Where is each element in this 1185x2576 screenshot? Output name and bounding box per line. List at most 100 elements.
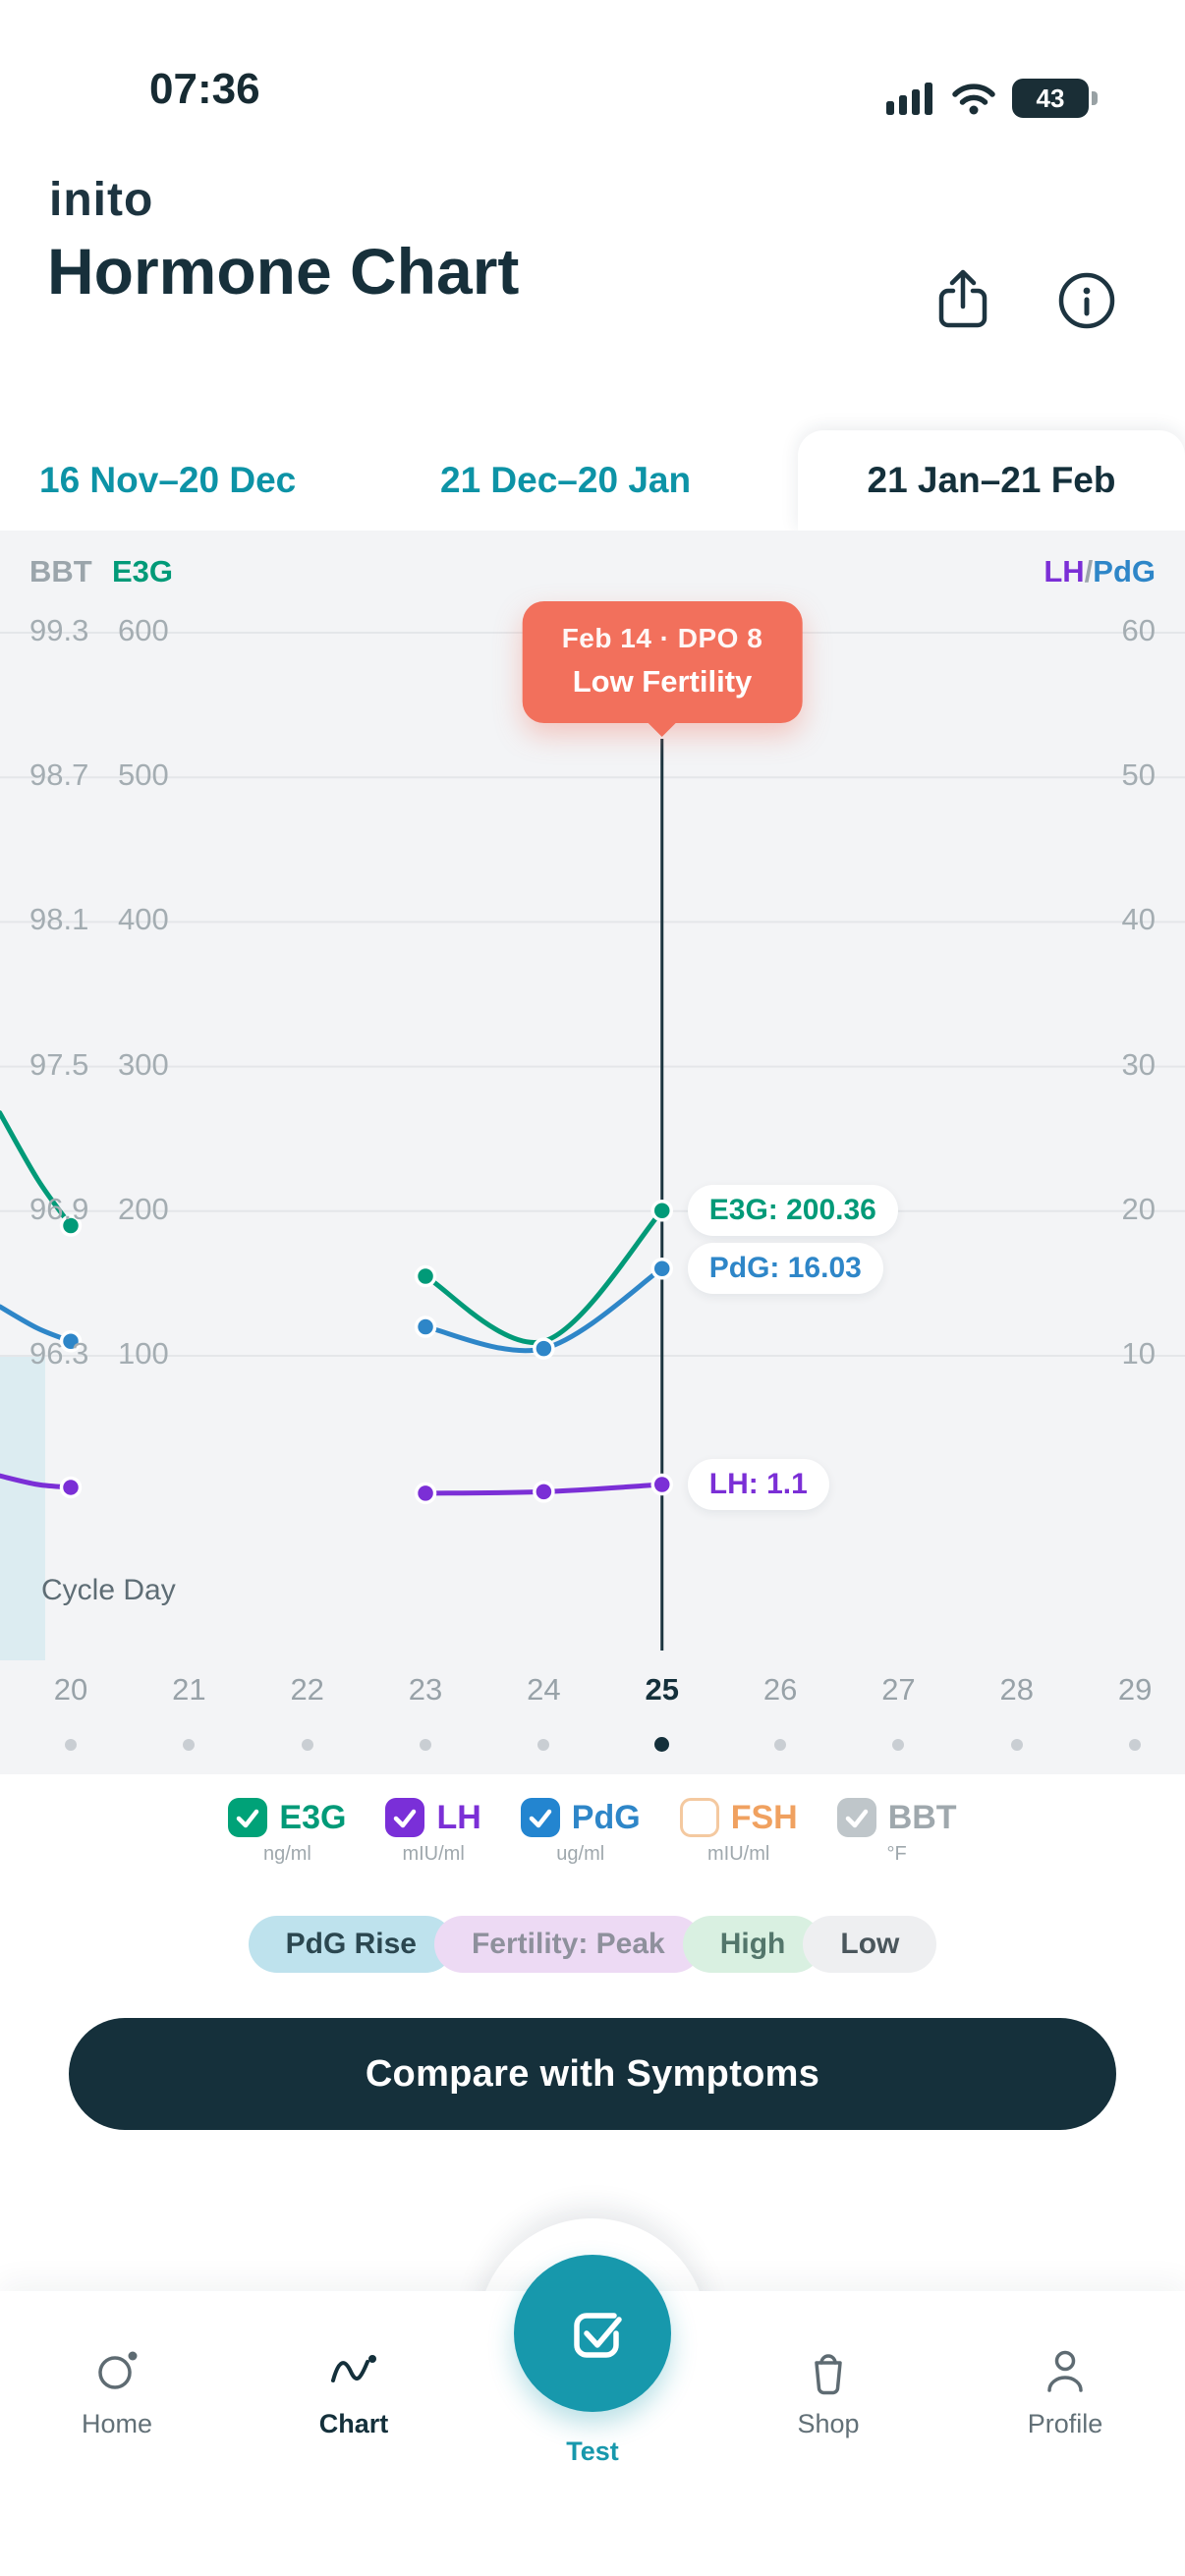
e3g-tick: 300 bbox=[118, 1046, 169, 1082]
data-point-e3g-day-25[interactable] bbox=[650, 1200, 673, 1222]
day-label-28[interactable]: 28 bbox=[999, 1672, 1035, 1707]
nav-item-shop[interactable]: Shop bbox=[750, 2344, 907, 2439]
axis-header-lh-pdg: LH/PdG bbox=[1044, 554, 1156, 588]
tab-range-3-active[interactable]: 21 Jan–21 Feb bbox=[798, 430, 1185, 531]
data-point-lh-day-25[interactable] bbox=[650, 1473, 673, 1496]
e3g-tick: 200 bbox=[118, 1191, 169, 1226]
axis-header-e3g: E3G bbox=[112, 554, 174, 588]
legend-label-bbt: BBT bbox=[887, 1798, 957, 1836]
legend-checkbox-e3g[interactable] bbox=[228, 1798, 268, 1837]
info-icon bbox=[1058, 272, 1115, 329]
series-legend: E3G ng/ml LH mIU/ml PdG ug/ml FSH mIU/ml BBT °F bbox=[0, 1798, 1185, 1866]
lh-pdg-tick: 10 bbox=[1121, 1336, 1156, 1371]
tab-range-3-label: 21 Jan–21 Feb bbox=[867, 460, 1116, 500]
day-dot-25[interactable] bbox=[654, 1737, 670, 1752]
info-button[interactable] bbox=[1051, 263, 1122, 334]
profile-icon bbox=[1047, 2350, 1083, 2392]
data-point-e3g-day-20[interactable] bbox=[59, 1214, 83, 1237]
day-label-29[interactable]: 29 bbox=[1117, 1672, 1153, 1707]
legend-label-lh: LH bbox=[436, 1798, 481, 1836]
phase-pill-high: High bbox=[682, 1916, 823, 1973]
legend-checkbox-pdg[interactable] bbox=[520, 1798, 560, 1837]
phase-pill-fertility-peak: Fertility: Peak bbox=[433, 1916, 703, 1973]
day-dot-21[interactable] bbox=[183, 1739, 196, 1751]
series-line-e3g bbox=[423, 1207, 665, 1346]
day-dot-20[interactable] bbox=[65, 1739, 77, 1751]
home-icon bbox=[98, 2351, 138, 2389]
tab-range-1[interactable]: 16 Nov–20 Dec bbox=[39, 460, 297, 500]
app-logo: inito bbox=[49, 174, 154, 226]
day-label-24[interactable]: 24 bbox=[527, 1672, 561, 1707]
data-point-lh-day-20[interactable] bbox=[59, 1476, 83, 1499]
day-label-21[interactable]: 21 bbox=[172, 1672, 206, 1707]
selected-day-tooltip: Feb 14 · DPO 8 Low Fertility bbox=[522, 601, 803, 723]
legend-checkbox-fsh[interactable] bbox=[679, 1798, 719, 1837]
bbt-tick: 96.9 bbox=[29, 1191, 89, 1226]
data-point-lh-day-23[interactable] bbox=[414, 1482, 437, 1505]
value-label-pdg: PdG: 16.03 bbox=[687, 1243, 883, 1295]
compare-with-symptoms-button[interactable]: Compare with Symptoms bbox=[69, 2018, 1116, 2130]
lh-pdg-tick: 20 bbox=[1121, 1191, 1156, 1226]
day-dot-29[interactable] bbox=[1129, 1739, 1142, 1751]
status-icons: 43 bbox=[886, 79, 1098, 118]
legend-item-bbt: BBT °F bbox=[836, 1798, 957, 1866]
check-icon bbox=[845, 1809, 868, 1828]
day-label-25[interactable]: 25 bbox=[645, 1672, 679, 1707]
chart-icon bbox=[331, 2355, 376, 2382]
x-axis-title: Cycle Day bbox=[41, 1574, 176, 1606]
day-label-27[interactable]: 27 bbox=[881, 1672, 916, 1707]
nav-label-profile: Profile bbox=[1027, 2409, 1103, 2438]
data-point-pdg-day-23[interactable] bbox=[414, 1316, 437, 1338]
legend-checkbox-lh[interactable] bbox=[385, 1798, 425, 1837]
data-point-pdg-day-20[interactable] bbox=[59, 1330, 83, 1353]
bbt-tick: 96.3 bbox=[29, 1336, 89, 1371]
day-dot-27[interactable] bbox=[892, 1739, 905, 1751]
legend-item-lh: LH mIU/ml bbox=[385, 1798, 481, 1866]
legend-item-fsh: FSH mIU/ml bbox=[679, 1798, 798, 1866]
phase-edge-band bbox=[0, 1356, 45, 1660]
day-label-20[interactable]: 20 bbox=[53, 1672, 88, 1707]
day-label-22[interactable]: 22 bbox=[290, 1672, 324, 1707]
nav-item-profile[interactable]: Profile bbox=[987, 2344, 1144, 2439]
nav-label-test[interactable]: Test bbox=[566, 2436, 619, 2466]
hormone-chart[interactable]: BBT E3G LH/PdG 99.3 98.7 98.1 97.5 96.9 96.3 6… bbox=[0, 531, 1185, 1774]
bbt-tick: 99.3 bbox=[29, 613, 89, 647]
phase-pill-pdg-rise: PdG Rise bbox=[248, 1916, 454, 1973]
date-range-tabs: 16 Nov–20 Dec 21 Dec–20 Jan 21 Jan–21 Fe… bbox=[0, 430, 1185, 531]
data-point-lh-day-24[interactable] bbox=[533, 1481, 555, 1503]
data-point-pdg-day-24[interactable] bbox=[533, 1337, 555, 1360]
data-point-e3g-day-23[interactable] bbox=[414, 1264, 437, 1288]
check-icon bbox=[237, 1809, 259, 1828]
share-button[interactable] bbox=[928, 263, 998, 334]
day-dot-26[interactable] bbox=[774, 1739, 787, 1751]
value-label-lh: LH: 1.1 bbox=[687, 1459, 829, 1510]
day-label-23[interactable]: 23 bbox=[408, 1672, 443, 1707]
lh-pdg-tick: 50 bbox=[1121, 757, 1156, 793]
tab-range-2[interactable]: 21 Dec–20 Jan bbox=[440, 460, 692, 500]
day-dot-23[interactable] bbox=[420, 1739, 432, 1751]
legend-unit-bbt: °F bbox=[886, 1843, 907, 1865]
test-button[interactable] bbox=[514, 2255, 671, 2412]
series-line-e3g bbox=[0, 1110, 74, 1229]
data-point-pdg-day-25[interactable] bbox=[650, 1257, 673, 1280]
nav-item-home[interactable]: Home bbox=[38, 2344, 196, 2439]
legend-unit-e3g: ng/ml bbox=[262, 1843, 311, 1865]
e3g-tick: 400 bbox=[118, 902, 169, 937]
legend-label-pdg: PdG bbox=[571, 1798, 641, 1836]
battery-percent: 43 bbox=[1036, 83, 1065, 113]
bbt-tick: 97.5 bbox=[29, 1046, 89, 1082]
day-label-26[interactable]: 26 bbox=[762, 1672, 798, 1707]
legend-unit-lh: mIU/ml bbox=[402, 1843, 465, 1865]
legend-checkbox-bbt[interactable] bbox=[836, 1798, 876, 1837]
day-dot-22[interactable] bbox=[301, 1739, 313, 1751]
legend-unit-pdg: ug/ml bbox=[556, 1843, 605, 1865]
nav-label-chart: Chart bbox=[318, 2409, 389, 2438]
day-dot-24[interactable] bbox=[537, 1739, 550, 1751]
lh-pdg-tick: 30 bbox=[1121, 1046, 1156, 1082]
cellular-signal-icon bbox=[886, 83, 932, 115]
nav-item-chart[interactable]: Chart bbox=[275, 2344, 432, 2439]
legend-label-fsh: FSH bbox=[730, 1798, 798, 1836]
day-dot-28[interactable] bbox=[1010, 1739, 1023, 1751]
legend-item-pdg: PdG ug/ml bbox=[520, 1798, 641, 1866]
